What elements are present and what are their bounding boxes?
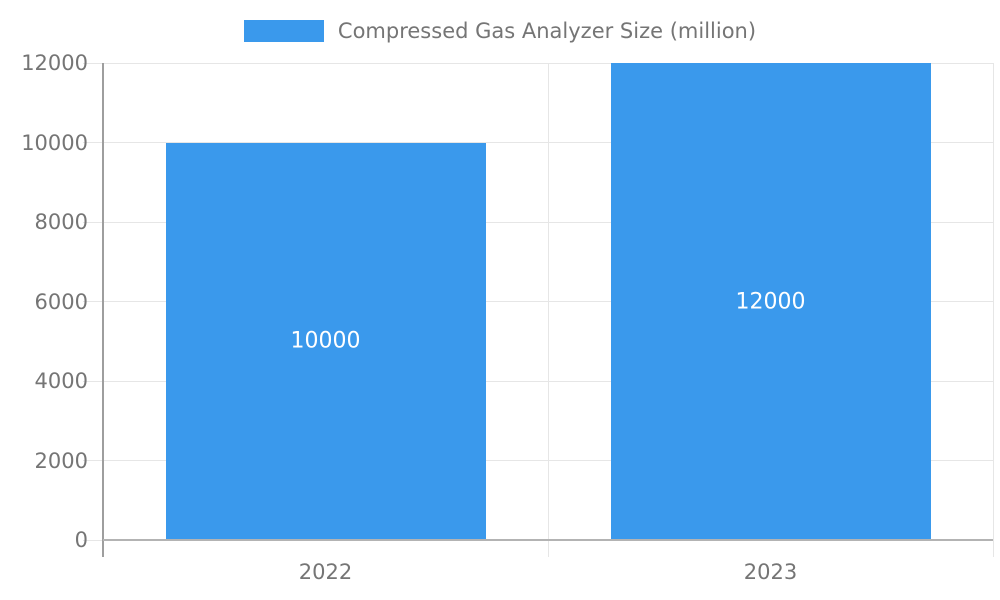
y-axis-tick-label: 12000 — [21, 51, 88, 75]
legend[interactable]: Compressed Gas Analyzer Size (million) — [0, 17, 1000, 45]
bar-2023[interactable] — [610, 63, 931, 540]
y-tick-mark — [83, 62, 103, 64]
category-boundary-gridline — [547, 63, 549, 557]
x-axis-category-label: 2023 — [743, 560, 798, 584]
y-tick-mark — [83, 380, 103, 382]
y-axis-tick-label: 8000 — [34, 210, 88, 234]
bar-2022[interactable] — [165, 142, 486, 540]
y-axis-tick-label: 2000 — [34, 448, 88, 473]
y-axis-line — [102, 63, 104, 557]
y-axis-tick-label: 6000 — [34, 289, 88, 314]
y-tick-mark — [83, 142, 103, 143]
legend-swatch — [243, 20, 324, 42]
y-tick-mark — [83, 221, 103, 223]
y-axis-tick-label: 4000 — [34, 369, 88, 393]
legend-label: Compressed Gas Analyzer Size (million) — [337, 19, 757, 43]
x-axis-category-label: 2022 — [298, 560, 353, 584]
bar-value-label: 12000 — [735, 289, 806, 314]
y-axis-tick-label: 10000 — [21, 130, 88, 155]
x-axis-line — [103, 539, 993, 541]
y-tick-mark — [83, 460, 103, 461]
bar-value-label: 10000 — [290, 328, 361, 354]
y-axis-tick-label: 0 — [74, 528, 88, 552]
y-tick-mark — [83, 539, 103, 541]
category-boundary-gridline — [992, 63, 994, 557]
y-tick-mark — [83, 301, 103, 302]
